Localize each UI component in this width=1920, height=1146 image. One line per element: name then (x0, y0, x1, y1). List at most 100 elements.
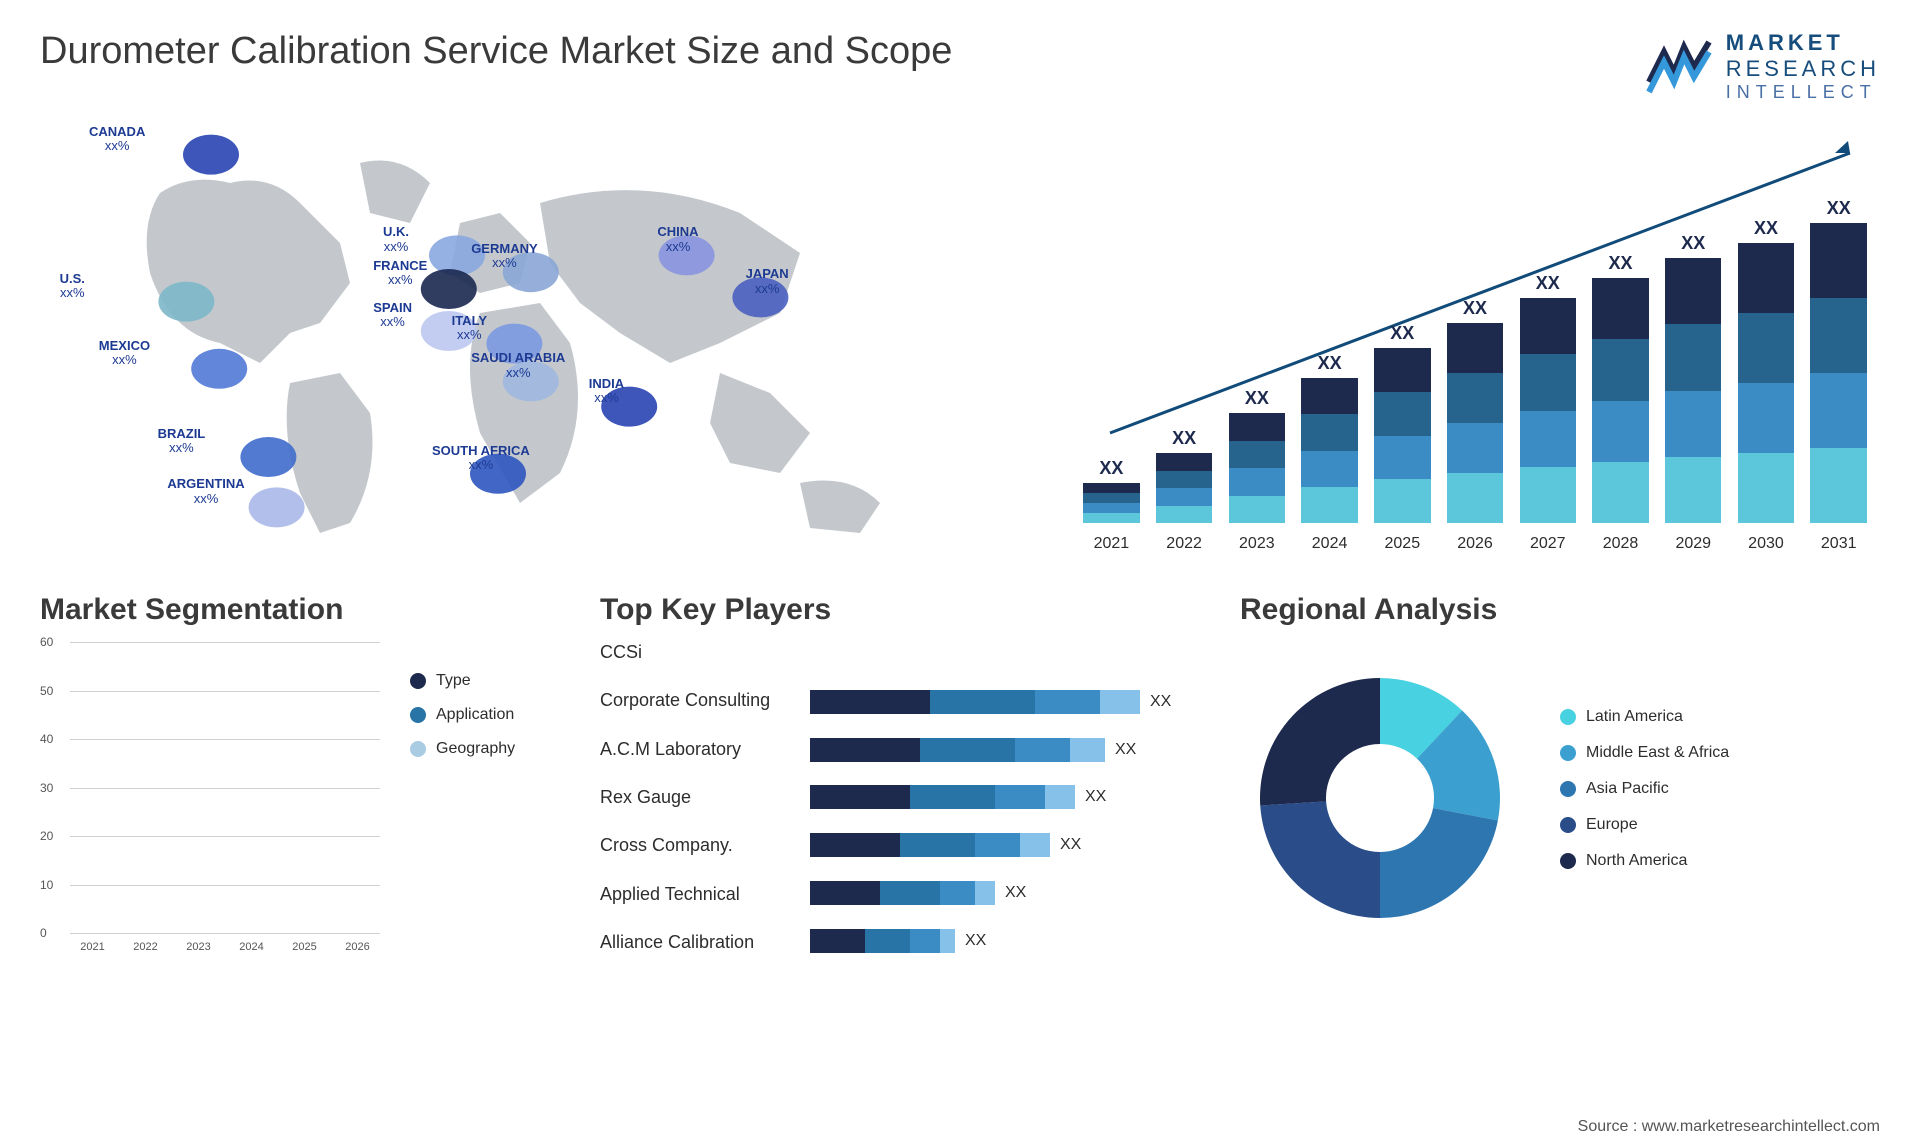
player-row: XX (810, 929, 1190, 953)
forecast-value-label: XX (1172, 428, 1196, 449)
seg-y-tick: 40 (40, 732, 53, 746)
regional-legend: Latin America Middle East & Africa Asia Pa… (1560, 708, 1880, 888)
regional-donut (1240, 658, 1520, 938)
seg-x-label: 2022 (123, 941, 168, 953)
logo-text-1: MARKET (1726, 30, 1880, 56)
forecast-col: XX (1080, 458, 1143, 523)
source-attribution: Source : www.marketresearchintellect.com (1578, 1118, 1880, 1136)
brand-logo: MARKET RESEARCH INTELLECT (1644, 30, 1880, 103)
player-row: XX (810, 785, 1190, 809)
segmentation-title: Market Segmentation (40, 593, 560, 627)
forecast-col: XX (1225, 388, 1288, 523)
player-label: CCSi (600, 642, 790, 663)
forecast-bars: XX XX XX XX XX XX XX XX XX XX XX (1080, 193, 1870, 523)
players-labels: CCSi Corporate Consulting A.C.M Laboratory… (600, 642, 790, 953)
player-value: XX (1005, 884, 1026, 902)
map-label-canada: CANADAxx% (89, 125, 145, 154)
region-legend-item: Europe (1560, 816, 1880, 834)
forecast-col: XX (1735, 218, 1798, 523)
logo-mark-icon (1644, 37, 1714, 97)
player-label: Cross Company. (600, 835, 790, 856)
map-label-germany: GERMANYxx% (471, 242, 537, 271)
player-label: Alliance Calibration (600, 932, 790, 953)
map-label-argentina: ARGENTINAxx% (167, 477, 244, 506)
forecast-col: XX (1371, 323, 1434, 523)
player-label: Corporate Consulting (600, 690, 790, 711)
donut-slice (1260, 801, 1380, 918)
map-label-brazil: BRAZILxx% (158, 427, 206, 456)
seg-x-label: 2026 (335, 941, 380, 953)
forecast-year: 2030 (1735, 535, 1798, 553)
forecast-value-label: XX (1318, 353, 1342, 374)
seg-legend-item: Geography (410, 740, 560, 758)
forecast-year: 2025 (1371, 535, 1434, 553)
forecast-col: XX (1516, 273, 1579, 523)
seg-y-tick: 20 (40, 829, 53, 843)
forecast-x-axis: 2021 2022 2023 2024 2025 2026 2027 2028 2029 2030… (1080, 535, 1870, 553)
map-label-italy: ITALYxx% (452, 314, 487, 343)
player-row: XX (810, 690, 1190, 714)
region-legend-item: North America (1560, 852, 1880, 870)
player-value: XX (965, 932, 986, 950)
forecast-value-label: XX (1536, 273, 1560, 294)
seg-x-label: 2021 (70, 941, 115, 953)
seg-legend-item: Application (410, 706, 560, 724)
forecast-year: 2026 (1444, 535, 1507, 553)
map-label-u-s-: U.S.xx% (60, 272, 85, 301)
forecast-year: 2029 (1662, 535, 1725, 553)
player-label: Applied Technical (600, 884, 790, 905)
seg-legend-item: Type (410, 672, 560, 690)
forecast-value-label: XX (1099, 458, 1123, 479)
seg-y-tick: 50 (40, 684, 53, 698)
forecast-year: 2024 (1298, 535, 1361, 553)
forecast-col: XX (1153, 428, 1216, 523)
player-value: XX (1060, 836, 1081, 854)
forecast-col: XX (1662, 233, 1725, 523)
map-label-spain: SPAINxx% (373, 301, 412, 330)
donut-slice (1380, 808, 1498, 918)
region-legend-item: Asia Pacific (1560, 780, 1880, 798)
forecast-year: 2022 (1153, 535, 1216, 553)
player-value: XX (1115, 741, 1136, 759)
seg-y-tick: 60 (40, 635, 53, 649)
page-title: Durometer Calibration Service Market Siz… (40, 30, 952, 73)
forecast-value-label: XX (1609, 253, 1633, 274)
forecast-value-label: XX (1754, 218, 1778, 239)
seg-y-tick: 30 (40, 781, 53, 795)
forecast-col: XX (1589, 253, 1652, 523)
map-label-u-k-: U.K.xx% (383, 225, 409, 254)
forecast-year: 2023 (1225, 535, 1288, 553)
region-legend-item: Latin America (1560, 708, 1880, 726)
donut-slice (1260, 678, 1380, 806)
map-label-mexico: MEXICOxx% (99, 339, 150, 368)
segmentation-legend: Type Application Geography (410, 642, 560, 953)
forecast-value-label: XX (1681, 233, 1705, 254)
world-map: CANADAxx%U.S.xx%MEXICOxx%BRAZILxx%ARGENT… (40, 133, 1020, 553)
forecast-value-label: XX (1827, 198, 1851, 219)
region-legend-item: Middle East & Africa (1560, 744, 1880, 762)
forecast-chart: XXXXXXXXXXXXXXXXXXXXXX 20212022202320242… (1070, 133, 1880, 553)
forecast-value-label: XX (1390, 323, 1414, 344)
player-row: XX (810, 833, 1190, 857)
segmentation-chart: 0102030405060 202120222023202420252026 (40, 642, 380, 953)
player-value: XX (1085, 788, 1106, 806)
forecast-col: XX (1444, 298, 1507, 523)
forecast-year: 2031 (1807, 535, 1870, 553)
logo-text-2: RESEARCH (1726, 56, 1880, 82)
seg-y-tick: 0 (40, 926, 47, 940)
player-label: A.C.M Laboratory (600, 739, 790, 760)
map-label-india: INDIAxx% (589, 377, 624, 406)
seg-x-label: 2024 (229, 941, 274, 953)
map-label-japan: JAPANxx% (746, 267, 789, 296)
player-label: Rex Gauge (600, 787, 790, 808)
forecast-year: 2028 (1589, 535, 1652, 553)
map-label-france: FRANCExx% (373, 259, 427, 288)
forecast-year: 2027 (1516, 535, 1579, 553)
forecast-col: XX (1298, 353, 1361, 523)
players-bars: XX XX XX XX XX XX (810, 642, 1200, 953)
seg-y-tick: 10 (40, 878, 53, 892)
logo-text-3: INTELLECT (1726, 82, 1880, 103)
forecast-value-label: XX (1463, 298, 1487, 319)
seg-x-label: 2023 (176, 941, 221, 953)
forecast-year: 2021 (1080, 535, 1143, 553)
